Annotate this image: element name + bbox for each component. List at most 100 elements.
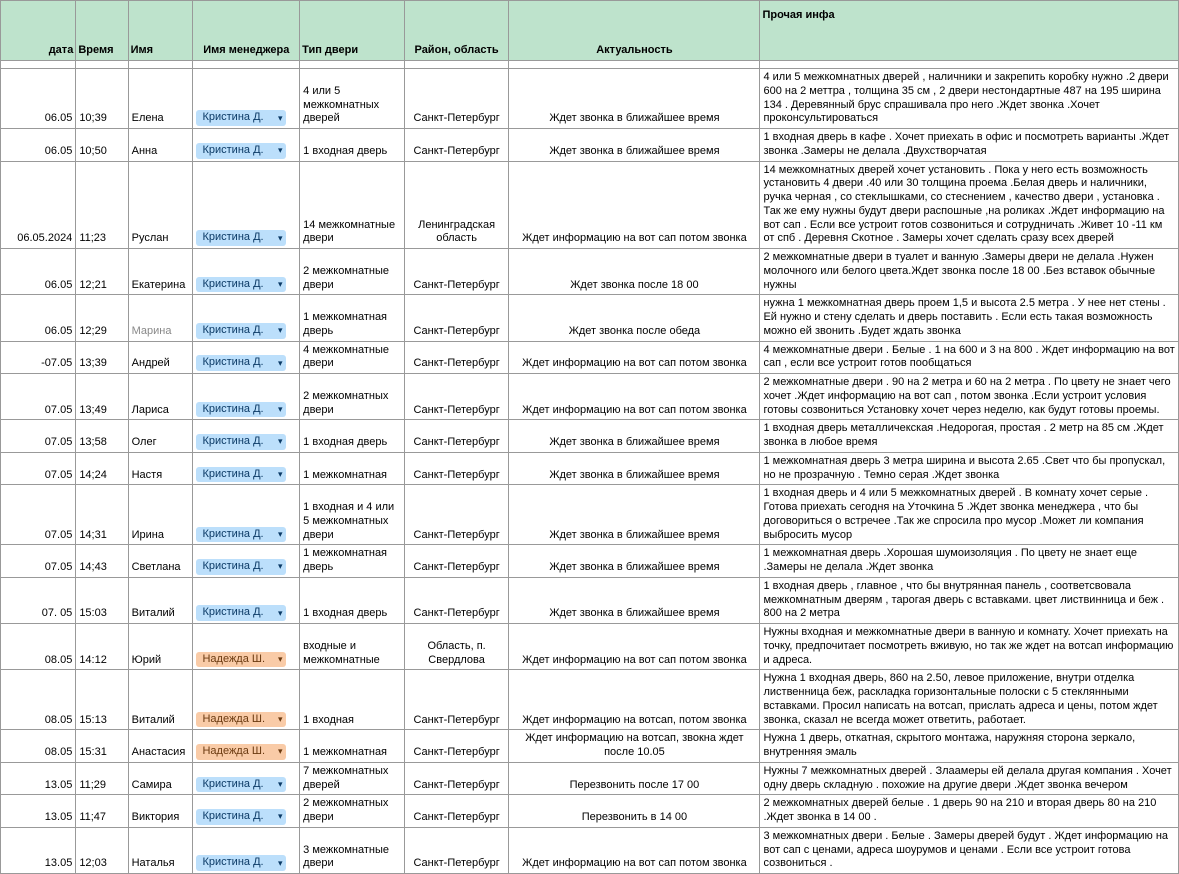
cell-region[interactable]: Ленинградская область	[404, 161, 509, 249]
cell-info[interactable]: 1 входная дверь и 4 или 5 межкомнатных д…	[760, 485, 1179, 545]
cell-info[interactable]: 1 входная дверь в кафе . Хочет приехать …	[760, 129, 1179, 162]
manager-tag[interactable]: Кристина Д.▾	[196, 434, 286, 450]
table-row[interactable]: 06.0512;21ЕкатеринаКристина Д.▾2 межкомн…	[1, 249, 1179, 295]
cell-info[interactable]: нужна 1 межкомнатная дверь проем 1,5 и в…	[760, 295, 1179, 341]
cell-date[interactable]: 08.05	[1, 670, 76, 730]
cell-doortype[interactable]: 14 межкомнатные двери	[300, 161, 405, 249]
cell-doortype[interactable]: 1 межкомнатная дверь	[300, 545, 405, 578]
cell-name[interactable]: Виталий	[128, 670, 193, 730]
cell-actuality[interactable]: Ждет информацию на вот сап потом звонка	[509, 624, 760, 670]
table-row[interactable]: 08.0515:31АнастасияНадежда Ш.▾1 межкомна…	[1, 730, 1179, 763]
cell-doortype[interactable]: входные и межкомнатные	[300, 624, 405, 670]
cell-time[interactable]: 14;31	[76, 485, 128, 545]
cell-name[interactable]: Анна	[128, 129, 193, 162]
cell-actuality[interactable]: Ждет звонка в ближайшее время	[509, 577, 760, 623]
header-region[interactable]: Район, область	[404, 1, 509, 61]
cell-manager[interactable]: Кристина Д.▾	[193, 129, 300, 162]
cell-name[interactable]: Андрей	[128, 341, 193, 374]
cell-time[interactable]: 14;24	[76, 452, 128, 485]
cell-date[interactable]: 08.05	[1, 624, 76, 670]
cell-manager[interactable]: Кристина Д.▾	[193, 795, 300, 828]
cell-manager[interactable]: Кристина Д.▾	[193, 341, 300, 374]
cell-date[interactable]: 07.05	[1, 374, 76, 420]
header-doortype[interactable]: Тип двери	[300, 1, 405, 61]
cell-name[interactable]: Виктория	[128, 795, 193, 828]
cell-actuality[interactable]: Ждет звонка после 18 00	[509, 249, 760, 295]
cell-manager[interactable]: Надежда Ш.▾	[193, 670, 300, 730]
cell-date[interactable]: 06.05.2024	[1, 161, 76, 249]
cell-date[interactable]: -07.05	[1, 341, 76, 374]
cell-region[interactable]: Санкт-Петербург	[404, 577, 509, 623]
cell-time[interactable]: 12;29	[76, 295, 128, 341]
table-row[interactable]: 07.0514;31ИринаКристина Д.▾1 входная и 4…	[1, 485, 1179, 545]
cell-manager[interactable]: Кристина Д.▾	[193, 420, 300, 453]
cell-time[interactable]: 10;39	[76, 69, 128, 129]
table-row[interactable]: 07.0513;49ЛарисаКристина Д.▾2 межкомнатн…	[1, 374, 1179, 420]
cell-region[interactable]: Санкт-Петербург	[404, 670, 509, 730]
cell-time[interactable]: 14;43	[76, 545, 128, 578]
cell-date[interactable]: 08.05	[1, 730, 76, 763]
cell-doortype[interactable]: 1 межкомнатная	[300, 452, 405, 485]
cell-doortype[interactable]: 1 входная	[300, 670, 405, 730]
cell-date[interactable]: 13.05	[1, 762, 76, 795]
cell-manager[interactable]: Кристина Д.▾	[193, 161, 300, 249]
table-row[interactable]: 07.0513;58ОлегКристина Д.▾ 1 входная двер…	[1, 420, 1179, 453]
cell-actuality[interactable]: Ждет звонка в ближайшее время	[509, 129, 760, 162]
cell-manager[interactable]: Кристина Д.▾	[193, 69, 300, 129]
cell-doortype[interactable]: 3 межкомнатные двери	[300, 827, 405, 873]
cell-name[interactable]: Елена	[128, 69, 193, 129]
cell-actuality[interactable]: Ждет звонка в ближайшее время	[509, 69, 760, 129]
cell-region[interactable]: Санкт-Петербург	[404, 452, 509, 485]
cell-time[interactable]: 13;58	[76, 420, 128, 453]
manager-tag[interactable]: Кристина Д.▾	[196, 855, 286, 871]
cell-doortype[interactable]: 2 межкомнатные двери	[300, 249, 405, 295]
cell-manager[interactable]: Кристина Д.▾	[193, 762, 300, 795]
cell-date[interactable]: 06.05	[1, 249, 76, 295]
manager-tag[interactable]: Надежда Ш.▾	[196, 712, 286, 728]
manager-tag[interactable]: Надежда Ш.▾	[196, 744, 286, 760]
cell-date[interactable]: 07.05	[1, 452, 76, 485]
cell-date[interactable]: 13.05	[1, 827, 76, 873]
table-row[interactable]: 06.05.202411;23РусланКристина Д.▾14 межк…	[1, 161, 1179, 249]
table-row[interactable]: 06.0512;29МаринаКристина Д.▾1 межкомнатн…	[1, 295, 1179, 341]
table-row[interactable]: 06.0510;39ЕленаКристина Д.▾4 или 5 межко…	[1, 69, 1179, 129]
cell-time[interactable]: 10;50	[76, 129, 128, 162]
cell-name[interactable]: Наталья	[128, 827, 193, 873]
cell-region[interactable]: Санкт-Петербург	[404, 730, 509, 763]
cell-doortype[interactable]: 1 входная дверь	[300, 577, 405, 623]
cell-region[interactable]: Санкт-Петербург	[404, 69, 509, 129]
cell-time[interactable]: 13;49	[76, 374, 128, 420]
header-time[interactable]: Время	[76, 1, 128, 61]
manager-tag[interactable]: Кристина Д.▾	[196, 527, 286, 543]
cell-time[interactable]: 12;03	[76, 827, 128, 873]
cell-region[interactable]: Санкт-Петербург	[404, 762, 509, 795]
cell-actuality[interactable]: Ждет звонка в ближайшее время	[509, 545, 760, 578]
cell-region[interactable]: Санкт-Петербург	[404, 420, 509, 453]
table-row[interactable]: 07.0514;43СветланаКристина Д.▾1 межкомна…	[1, 545, 1179, 578]
cell-actuality[interactable]: Ждет информацию на вот сап потом звонка	[509, 161, 760, 249]
cell-region[interactable]: Санкт-Петербург	[404, 827, 509, 873]
manager-tag[interactable]: Кристина Д.▾	[196, 402, 286, 418]
table-row[interactable]: 08.0515:13ВиталийНадежда Ш.▾1 входнаяСан…	[1, 670, 1179, 730]
cell-manager[interactable]: Кристина Д.▾	[193, 374, 300, 420]
cell-region[interactable]: Санкт-Петербург	[404, 485, 509, 545]
cell-name[interactable]: Олег	[128, 420, 193, 453]
cell-name[interactable]: Анастасия	[128, 730, 193, 763]
cell-time[interactable]: 15:31	[76, 730, 128, 763]
cell-region[interactable]: Санкт-Петербург	[404, 795, 509, 828]
cell-date[interactable]: 07.05	[1, 420, 76, 453]
cell-doortype[interactable]: 1 входная дверь	[300, 420, 405, 453]
cell-region[interactable]: Область, п. Свердлова	[404, 624, 509, 670]
cell-doortype[interactable]: 1 входная и 4 или 5 межкомнатных двери	[300, 485, 405, 545]
manager-tag[interactable]: Надежда Ш.▾	[196, 652, 286, 668]
cell-actuality[interactable]: Ждет информацию на вот сап потом звонка	[509, 341, 760, 374]
table-row[interactable]: 06.0510;50АннаКристина Д.▾1 входная двер…	[1, 129, 1179, 162]
manager-tag[interactable]: Кристина Д.▾	[196, 277, 286, 293]
cell-actuality[interactable]: Ждет звонка после обеда	[509, 295, 760, 341]
manager-tag[interactable]: Кристина Д.▾	[196, 230, 286, 246]
cell-manager[interactable]: Кристина Д.▾	[193, 485, 300, 545]
cell-info[interactable]: 3 межкомнатных двери . Белые . Замеры дв…	[760, 827, 1179, 873]
cell-doortype[interactable]: 1 межкомнатная дверь	[300, 295, 405, 341]
cell-name[interactable]: Настя	[128, 452, 193, 485]
cell-info[interactable]: 2 межкомнатные двери . 90 на 2 метра и 6…	[760, 374, 1179, 420]
